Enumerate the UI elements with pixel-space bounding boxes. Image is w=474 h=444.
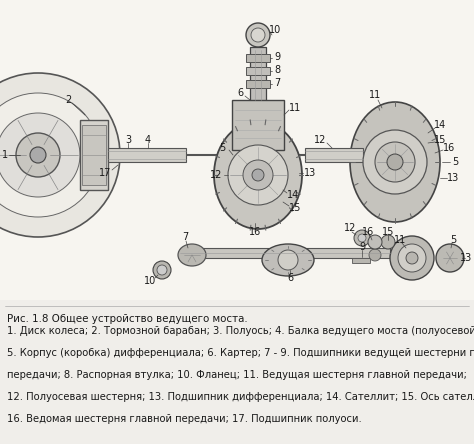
Text: 15: 15	[434, 135, 446, 145]
Text: 3: 3	[125, 135, 131, 145]
Bar	[0, 305, 474, 444]
Circle shape	[228, 145, 288, 205]
Circle shape	[30, 147, 46, 163]
Text: 16. Ведомая шестерня главной передачи; 17. Подшипник полуоси.: 16. Ведомая шестерня главной передачи; 1…	[7, 414, 362, 424]
Circle shape	[0, 73, 120, 237]
Circle shape	[246, 23, 270, 47]
Text: 16: 16	[249, 227, 261, 237]
Circle shape	[387, 154, 403, 170]
Text: 7: 7	[182, 232, 188, 242]
Circle shape	[375, 142, 415, 182]
Text: 13: 13	[304, 168, 316, 178]
Ellipse shape	[262, 244, 314, 276]
Text: 14: 14	[287, 190, 299, 200]
Circle shape	[381, 235, 395, 249]
Text: 10: 10	[144, 276, 156, 286]
Text: 11: 11	[369, 90, 381, 100]
Circle shape	[278, 250, 298, 270]
Circle shape	[363, 130, 427, 194]
Text: 10: 10	[269, 25, 281, 35]
Bar	[246, 54, 270, 62]
Text: 16: 16	[362, 227, 374, 237]
Circle shape	[153, 261, 171, 279]
Circle shape	[368, 235, 382, 249]
Text: 12. Полуосевая шестерня; 13. Подшипник дифференциала; 14. Сателлит; 15. Ось сате: 12. Полуосевая шестерня; 13. Подшипник д…	[7, 392, 474, 402]
Text: 6: 6	[237, 88, 243, 98]
Text: 4: 4	[145, 135, 151, 145]
Text: 17: 17	[99, 168, 111, 178]
Text: 13: 13	[447, 173, 459, 183]
Text: 16: 16	[443, 143, 455, 153]
Bar	[305, 148, 363, 162]
Bar	[0, 0, 474, 300]
Circle shape	[369, 249, 381, 261]
Text: 5: 5	[450, 235, 456, 245]
Bar	[80, 120, 108, 190]
Text: 13: 13	[460, 253, 472, 263]
Ellipse shape	[178, 244, 206, 266]
Bar	[250, 47, 266, 102]
Text: 12: 12	[344, 223, 356, 233]
Circle shape	[243, 160, 273, 190]
Text: 14: 14	[434, 120, 446, 130]
Bar	[180, 248, 390, 258]
Text: Рис. 1.8 Общее устройство ведущего моста.: Рис. 1.8 Общее устройство ведущего моста…	[7, 314, 247, 324]
Text: 8: 8	[274, 65, 280, 75]
Text: передачи; 8. Распорная втулка; 10. Фланец; 11. Ведущая шестерня главной передачи: передачи; 8. Распорная втулка; 10. Флане…	[7, 370, 467, 380]
Bar	[232, 100, 284, 150]
Circle shape	[390, 236, 434, 280]
Text: 6: 6	[287, 273, 293, 283]
Bar	[246, 80, 270, 88]
Text: 7: 7	[274, 78, 280, 88]
Text: 12: 12	[210, 170, 222, 180]
Text: 15: 15	[289, 203, 301, 213]
Circle shape	[406, 252, 418, 264]
Text: 5: 5	[452, 157, 458, 167]
Circle shape	[398, 244, 426, 272]
Text: 5: 5	[219, 143, 225, 153]
Circle shape	[252, 169, 264, 181]
Bar	[352, 258, 370, 263]
Circle shape	[358, 234, 366, 242]
Text: 1. Диск колеса; 2. Тормозной барабан; 3. Полуось; 4. Балка ведущего моста (полуо: 1. Диск колеса; 2. Тормозной барабан; 3.…	[7, 326, 474, 336]
Circle shape	[16, 133, 60, 177]
Ellipse shape	[350, 102, 440, 222]
Bar	[108, 148, 186, 162]
Circle shape	[0, 113, 80, 197]
Text: 15: 15	[382, 227, 394, 237]
Circle shape	[157, 265, 167, 275]
Text: 1: 1	[2, 150, 8, 160]
Text: 9: 9	[359, 242, 365, 252]
Circle shape	[354, 230, 370, 246]
Circle shape	[0, 93, 100, 217]
Text: 5. Корпус (коробка) дифференциала; 6. Картер; 7 - 9. Подшипники ведущей шестерни: 5. Корпус (коробка) дифференциала; 6. Ка…	[7, 348, 474, 358]
Text: 2: 2	[65, 95, 71, 105]
Text: 9: 9	[274, 52, 280, 62]
Bar	[246, 67, 270, 75]
Text: 12: 12	[314, 135, 326, 145]
Bar	[82, 125, 106, 185]
Ellipse shape	[214, 121, 302, 229]
Text: 11: 11	[289, 103, 301, 113]
Ellipse shape	[436, 244, 464, 272]
Text: 11: 11	[394, 235, 406, 245]
Circle shape	[251, 28, 265, 42]
